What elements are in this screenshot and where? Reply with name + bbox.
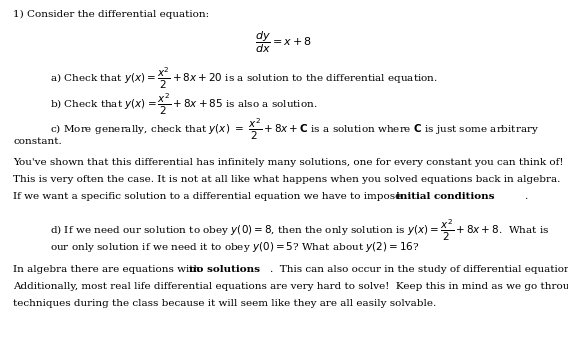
Text: .  This can also occur in the study of differential equations.: . This can also occur in the study of di…: [270, 265, 568, 274]
Text: In algebra there are equations with: In algebra there are equations with: [13, 265, 203, 274]
Text: b) Check that $y(x) = \dfrac{x^2}{2} + 8x + 85$ is also a solution.: b) Check that $y(x) = \dfrac{x^2}{2} + 8…: [50, 92, 318, 117]
Text: $\dfrac{dy}{dx} = x + 8$: $\dfrac{dy}{dx} = x + 8$: [256, 30, 312, 56]
Text: initial conditions: initial conditions: [396, 192, 495, 201]
Text: Additionally, most real life differential equations are very hard to solve!  Kee: Additionally, most real life differentia…: [13, 282, 568, 291]
Text: a) Check that $y(x) = \dfrac{x^2}{2} + 8x + 20$ is a solution to the differentia: a) Check that $y(x) = \dfrac{x^2}{2} + 8…: [50, 66, 438, 91]
Text: .: .: [524, 192, 527, 201]
Text: c) More generally, check that $y(x)\ =\ \dfrac{x^2}{2} + 8x + \mathbf{C}$ is a s: c) More generally, check that $y(x)\ =\ …: [50, 117, 539, 142]
Text: d) If we need our solution to obey $y(0) = 8$, then the only solution is $y(x) =: d) If we need our solution to obey $y(0)…: [50, 218, 549, 243]
Text: techniques during the class because it will seem like they are all easily solvab: techniques during the class because it w…: [13, 299, 436, 308]
Text: 1) Consider the differential equation:: 1) Consider the differential equation:: [13, 10, 209, 19]
Text: our only solution if we need it to obey $y(0) = 5$? What about $y(2) = 16$?: our only solution if we need it to obey …: [50, 240, 419, 254]
Text: You've shown that this differential has infinitely many solutions, one for every: You've shown that this differential has …: [13, 158, 563, 167]
Text: constant.: constant.: [13, 138, 62, 147]
Text: no solutions: no solutions: [189, 265, 260, 274]
Text: This is very often the case. It is not at all like what happens when you solved : This is very often the case. It is not a…: [13, 175, 561, 184]
Text: If we want a specific solution to a differential equation we have to impose: If we want a specific solution to a diff…: [13, 192, 404, 201]
